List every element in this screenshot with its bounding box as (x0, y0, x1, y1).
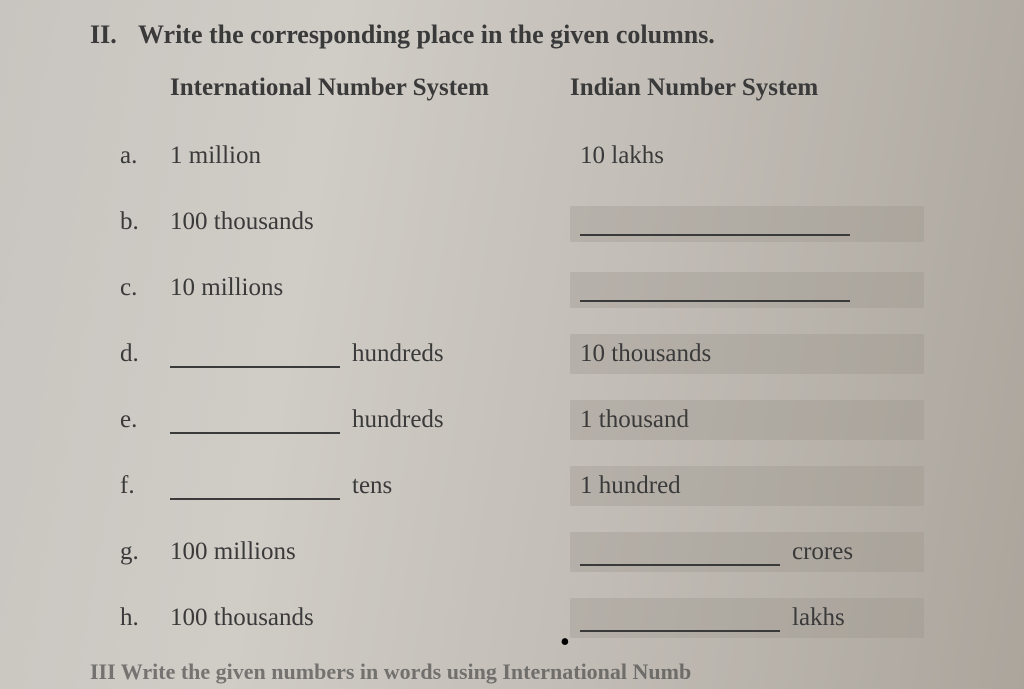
row-f-right: 1 hundred (570, 466, 924, 506)
exercise-row-e: e. hundreds 1 thousand (120, 388, 964, 440)
row-letter: g. (120, 538, 170, 572)
row-a-right-text: 10 lakhs (580, 142, 664, 170)
row-c-left-text: 10 millions (170, 274, 283, 302)
row-a-left-text: 1 million (170, 142, 261, 170)
row-e-right-text: 1 thousand (580, 406, 689, 434)
row-g-right: crores (570, 532, 924, 572)
section-title: Write the corresponding place in the giv… (138, 20, 715, 50)
blank-line[interactable] (580, 542, 780, 566)
row-a-left: 1 million (170, 142, 570, 176)
blank-line[interactable] (580, 608, 780, 632)
blank-line[interactable] (170, 344, 340, 368)
row-h-right: lakhs (570, 598, 924, 638)
exercise-row-c: c. 10 millions (120, 256, 964, 308)
blank-line[interactable] (170, 476, 340, 500)
row-a-right: 10 lakhs (570, 136, 924, 176)
blank-line[interactable] (170, 410, 340, 434)
row-letter: b. (120, 208, 170, 242)
row-d-right-text: 10 thousands (580, 340, 711, 368)
exercise-row-h: h. 100 thousands lakhs (120, 586, 964, 638)
row-letter: f. (120, 472, 170, 506)
stray-mark: • (560, 627, 570, 659)
row-d-left-after: hundreds (352, 340, 444, 368)
row-e-right: 1 thousand (570, 400, 924, 440)
exercise-row-d: d. hundreds 10 thousands (120, 322, 964, 374)
row-letter: c. (120, 274, 170, 308)
exercise-row-b: b. 100 thousands (120, 190, 964, 242)
exercise-row-f: f. tens 1 hundred (120, 454, 964, 506)
exercise-row-g: g. 100 millions crores (120, 520, 964, 572)
row-f-left: tens (170, 472, 570, 506)
row-f-left-after: tens (352, 472, 392, 500)
row-e-left: hundreds (170, 406, 570, 440)
row-letter: e. (120, 406, 170, 440)
row-c-right (570, 272, 924, 308)
section-number: II. (90, 20, 138, 50)
row-f-right-text: 1 hundred (580, 472, 681, 500)
row-g-left-text: 100 millions (170, 538, 296, 566)
row-letter: h. (120, 604, 170, 638)
worksheet-page: II. Write the corresponding place in the… (0, 0, 1024, 638)
blank-line[interactable] (580, 212, 850, 236)
row-b-left: 100 thousands (170, 208, 570, 242)
column-headers: International Number System Indian Numbe… (170, 74, 964, 102)
row-h-left-text: 100 thousands (170, 604, 314, 632)
row-d-left: hundreds (170, 340, 570, 374)
row-h-left: 100 thousands (170, 604, 570, 638)
header-international: International Number System (170, 74, 570, 102)
row-letter: d. (120, 340, 170, 374)
next-section-cutoff: III Write the given numbers in words usi… (90, 659, 691, 685)
header-indian: Indian Number System (570, 74, 818, 102)
row-letter: a. (120, 142, 170, 176)
section-heading: II. Write the corresponding place in the… (90, 20, 964, 50)
exercise-row-a: a. 1 million 10 lakhs (120, 124, 964, 176)
blank-line[interactable] (580, 278, 850, 302)
row-h-right-after: lakhs (792, 604, 845, 632)
row-b-left-text: 100 thousands (170, 208, 314, 236)
row-b-right (570, 206, 924, 242)
row-g-left: 100 millions (170, 538, 570, 572)
row-d-right: 10 thousands (570, 334, 924, 374)
row-c-left: 10 millions (170, 274, 570, 308)
row-g-right-after: crores (792, 538, 853, 566)
row-e-left-after: hundreds (352, 406, 444, 434)
